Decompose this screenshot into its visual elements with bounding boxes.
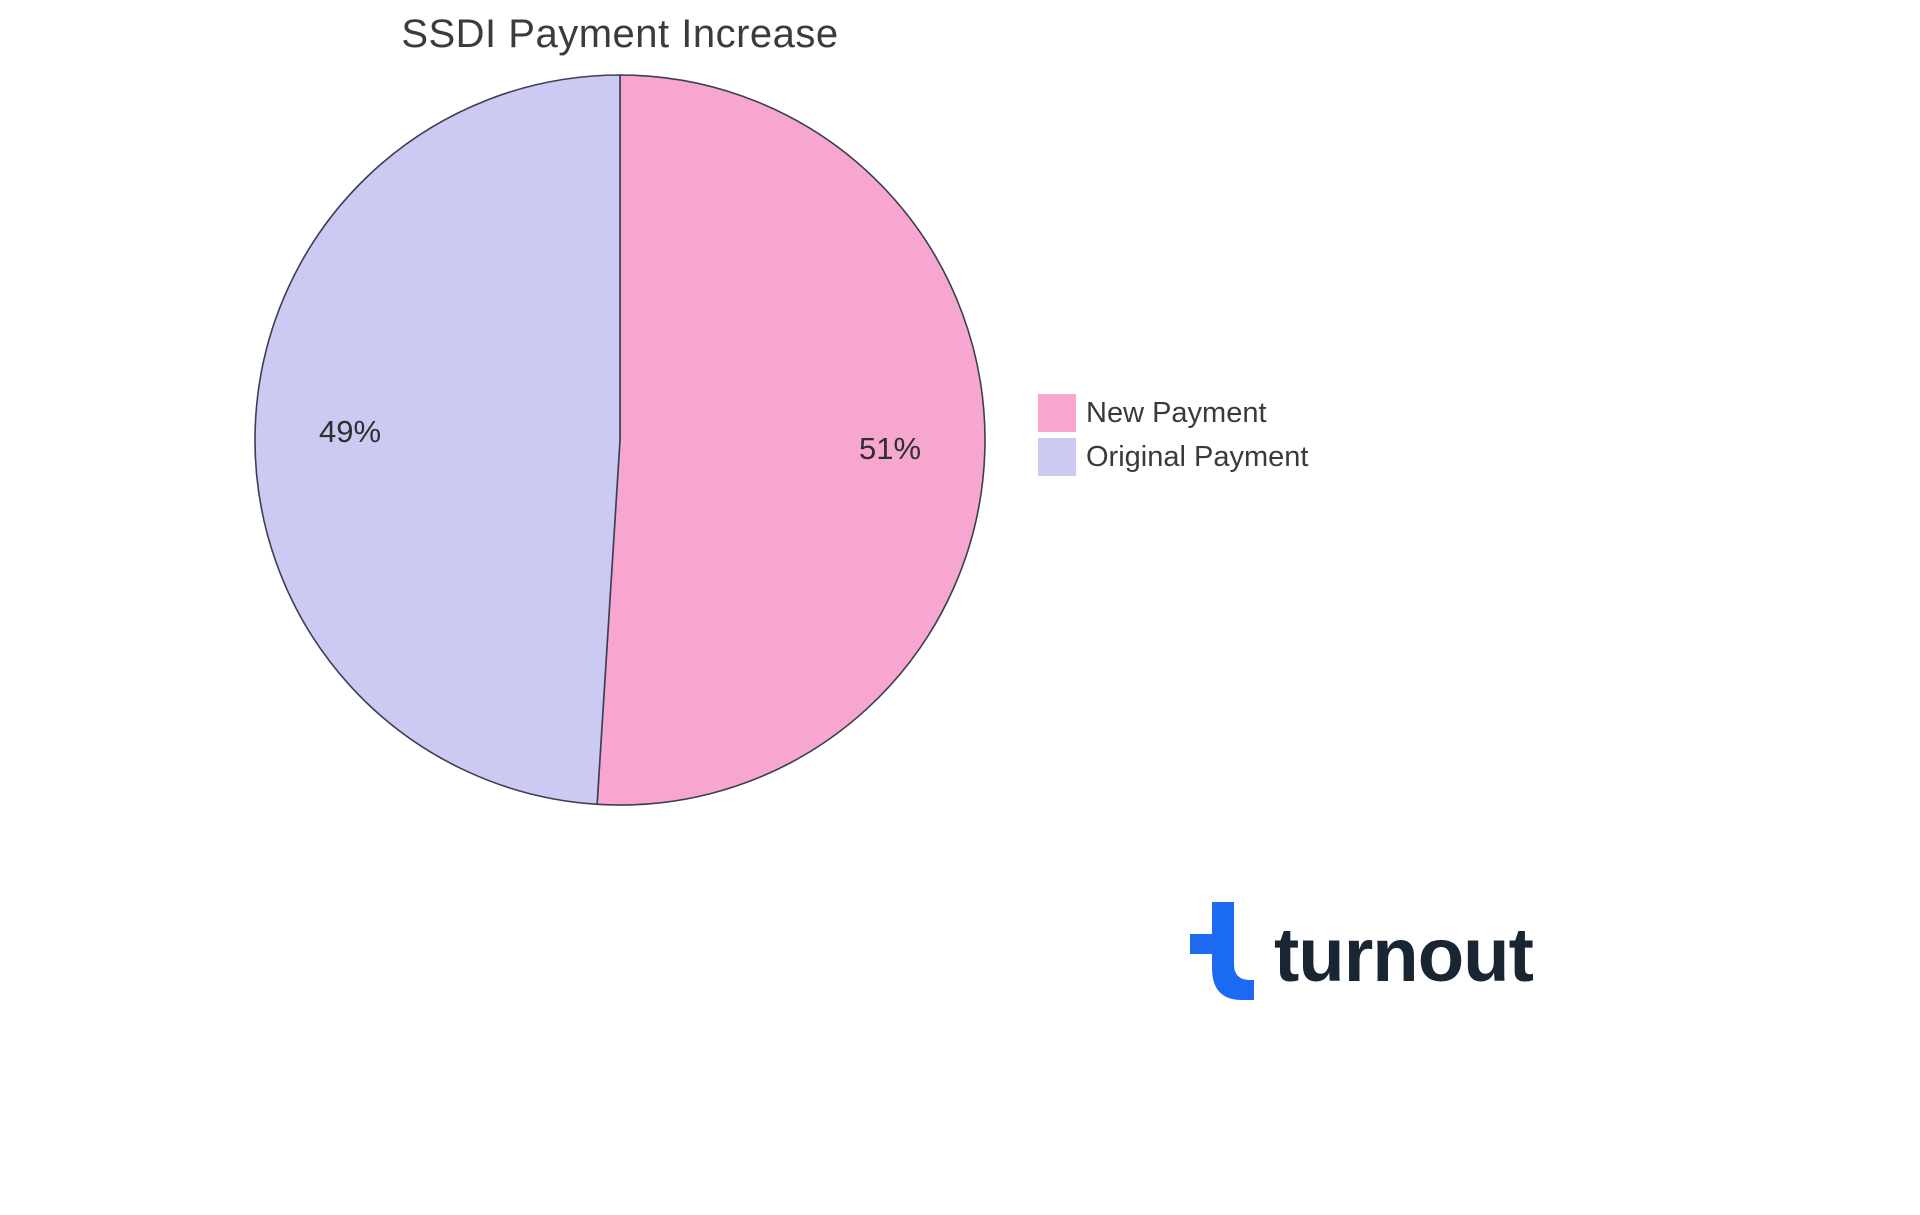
chart-title: SSDI Payment Increase [401, 12, 839, 56]
logo-text: turnout [1274, 913, 1534, 998]
slice-percfor-label: 51% [859, 431, 921, 466]
slice-percfor-label: 49% [319, 414, 381, 449]
legend-swatch [1038, 438, 1076, 476]
legend-label: Original Payment [1086, 440, 1309, 473]
turnout-logo-icon [1190, 902, 1254, 1000]
legend-swatch [1038, 394, 1076, 432]
legend: New Payment Original Payment [1038, 394, 1308, 482]
pie-slice-original-payment [254, 74, 621, 806]
pie-slice-new-payment [596, 74, 986, 806]
legend-label: New Payment [1086, 396, 1267, 429]
legend-item-original-payment: Original Payment [1038, 438, 1308, 476]
brand-logo: turnout [1190, 902, 1534, 1000]
legend-item-new-payment: New Payment [1038, 394, 1308, 432]
